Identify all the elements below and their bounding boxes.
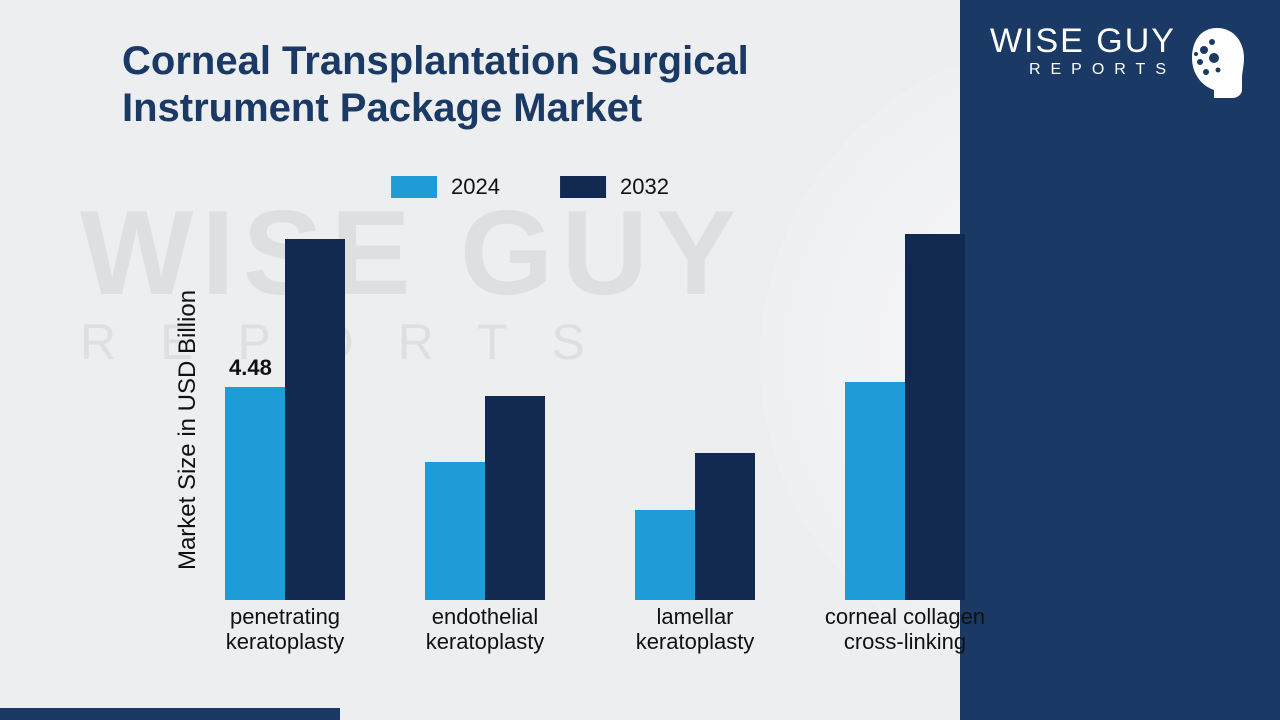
x-axis-labels: penetrating keratoplastyendothelial kera… — [150, 604, 990, 684]
decorative-bottom-bar — [0, 708, 340, 720]
legend-item-2024: 2024 — [391, 174, 500, 200]
x-tick-label: endothelial keratoplasty — [390, 604, 580, 655]
brand-logo: WISE GUY REPORTS — [990, 24, 1252, 102]
bar-value-label: 4.48 — [229, 355, 272, 381]
page-root: WISE GUY REPORTS Corneal Transplantation… — [0, 0, 1280, 720]
bar-2032 — [905, 234, 965, 600]
brand-line1: WISE GUY — [990, 24, 1176, 58]
chart-area: Market Size in USD Billion 2024 2032 4.4… — [60, 160, 1000, 700]
bar-group — [830, 234, 980, 600]
legend-swatch-2032 — [560, 176, 606, 198]
legend-label-2032: 2032 — [620, 174, 669, 200]
bar-group — [620, 453, 770, 600]
bar-group — [410, 396, 560, 600]
legend-item-2032: 2032 — [560, 174, 669, 200]
x-tick-label: lamellar keratoplasty — [600, 604, 790, 655]
bar-group — [210, 239, 360, 600]
bar-2024 — [425, 462, 485, 600]
legend-swatch-2024 — [391, 176, 437, 198]
chart-title: Corneal Transplantation Surgical Instrum… — [122, 38, 842, 132]
bar-2024 — [635, 510, 695, 600]
brand-line2: REPORTS — [990, 62, 1176, 78]
bar-2032 — [285, 239, 345, 600]
bar-2032 — [695, 453, 755, 600]
head-icon — [1182, 24, 1252, 102]
bar-2032 — [485, 396, 545, 600]
x-tick-label: penetrating keratoplasty — [190, 604, 380, 655]
bar-2024 — [845, 382, 905, 601]
bar-2024 — [225, 387, 285, 600]
brand-logo-text: WISE GUY REPORTS — [990, 24, 1176, 78]
x-tick-label: corneal collagen cross-linking — [810, 604, 1000, 655]
plot-region: 4.48 — [150, 220, 990, 600]
legend: 2024 2032 — [391, 174, 669, 200]
brand-panel — [960, 0, 1280, 720]
legend-label-2024: 2024 — [451, 174, 500, 200]
